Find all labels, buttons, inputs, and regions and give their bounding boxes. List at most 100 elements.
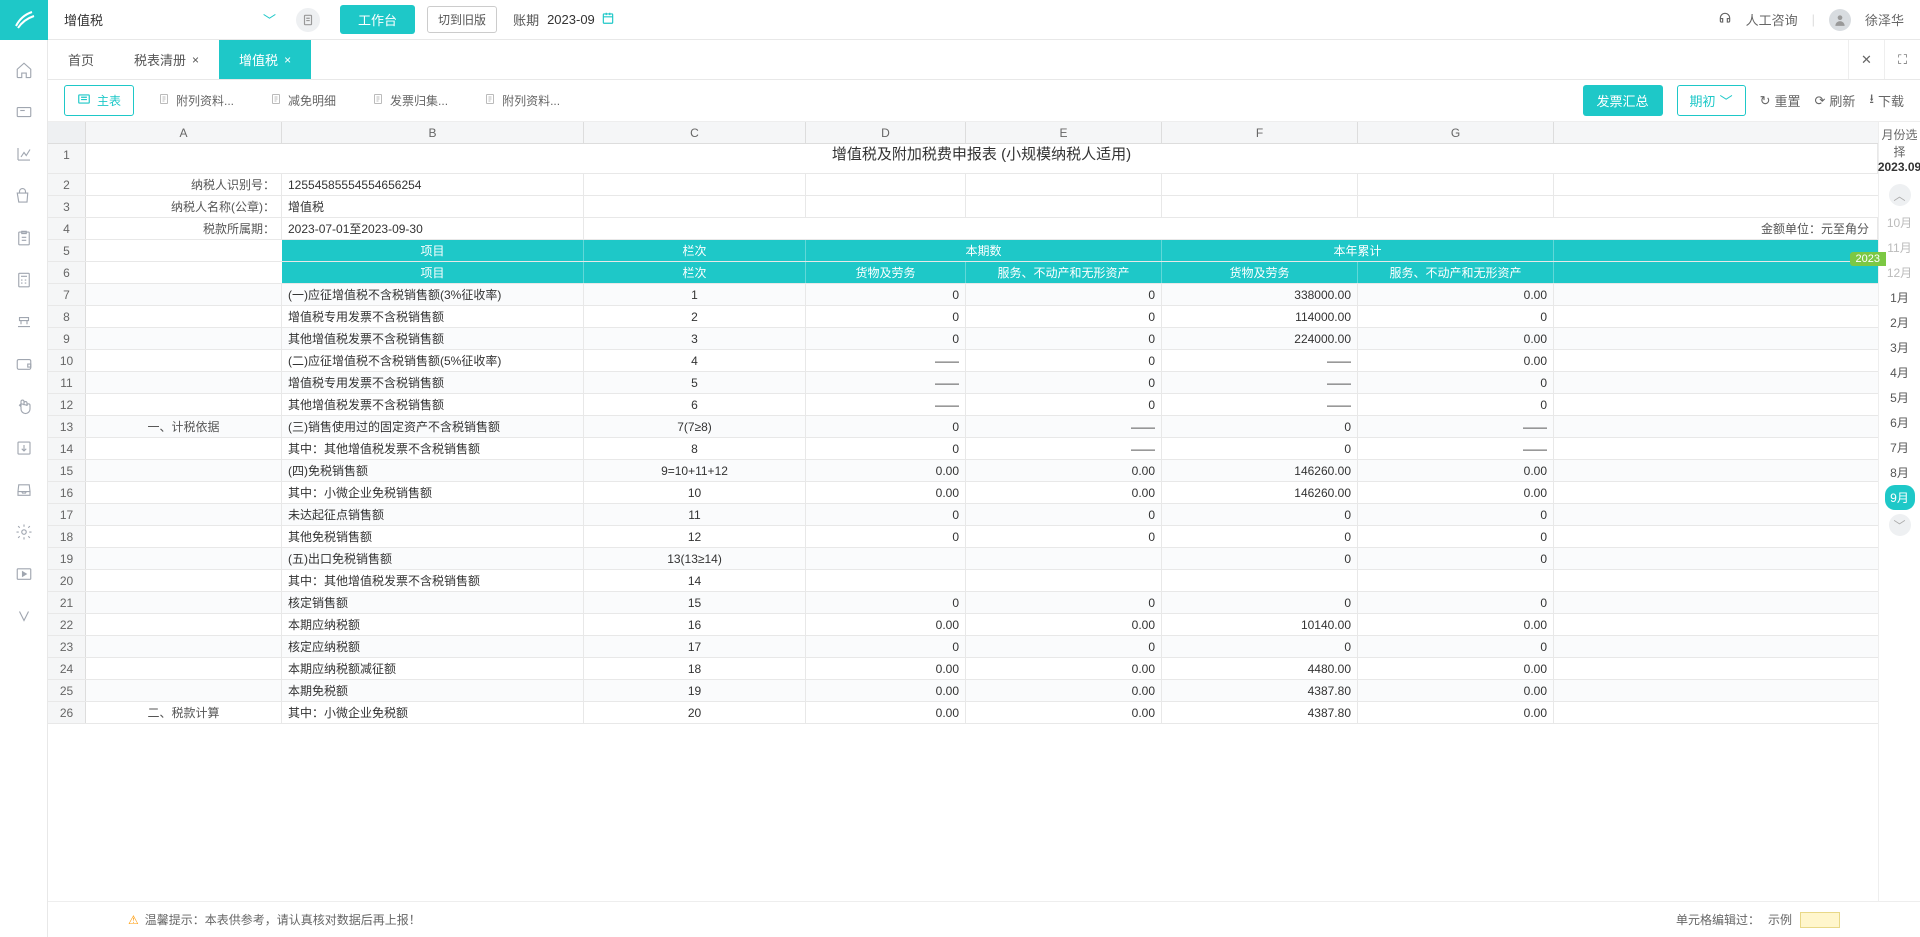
cell[interactable] xyxy=(584,174,806,195)
cell[interactable]: 146260.00 xyxy=(1162,460,1358,481)
cell[interactable]: 0 xyxy=(806,438,966,459)
row-number[interactable]: 20 xyxy=(48,570,86,591)
cell[interactable] xyxy=(966,570,1162,591)
cell[interactable]: 0 xyxy=(1162,438,1358,459)
cell[interactable]: 114000.00 xyxy=(1162,306,1358,327)
cell[interactable]: 未达起征点销售额 xyxy=(282,504,584,525)
clipboard-icon[interactable] xyxy=(14,228,34,248)
row-number[interactable]: 18 xyxy=(48,526,86,547)
cell[interactable]: 13(13≥14) xyxy=(584,548,806,569)
cell[interactable]: 0 xyxy=(806,504,966,525)
cell[interactable]: 6 xyxy=(584,394,806,415)
cell[interactable]: 4387.80 xyxy=(1162,680,1358,701)
cell[interactable]: 0 xyxy=(806,526,966,547)
row-number[interactable]: 1 xyxy=(48,144,86,173)
cell[interactable]: 0 xyxy=(1358,394,1554,415)
cell[interactable]: 0 xyxy=(1358,636,1554,657)
username[interactable]: 徐泽华 xyxy=(1865,10,1904,29)
col-header-b[interactable]: B xyxy=(282,122,584,143)
cell[interactable]: 0 xyxy=(966,328,1162,349)
old-version-button[interactable]: 切到旧版 xyxy=(427,6,497,33)
col-header-a[interactable]: A xyxy=(86,122,282,143)
cell[interactable] xyxy=(86,460,282,481)
row-number[interactable]: 11 xyxy=(48,372,86,393)
tab-首页[interactable]: 首页 xyxy=(48,40,114,79)
subtab-3[interactable]: 发票归集... xyxy=(360,85,460,116)
cell[interactable] xyxy=(86,438,282,459)
row-number[interactable]: 4 xyxy=(48,218,86,239)
cell[interactable]: 0.00 xyxy=(1358,460,1554,481)
doc-circle-icon[interactable] xyxy=(296,8,320,32)
fullscreen-icon[interactable]: ⛶ xyxy=(1884,40,1920,79)
cell[interactable]: (一)应征增值税不含税销售额(3%征收率) xyxy=(282,284,584,305)
home-icon[interactable] xyxy=(14,60,34,80)
subtab-1[interactable]: 附列资料... xyxy=(146,85,246,116)
cell[interactable]: (三)销售使用过的固定资产不含税销售额 xyxy=(282,416,584,437)
cell[interactable]: 0.00 xyxy=(1358,614,1554,635)
cell[interactable]: 0.00 xyxy=(806,680,966,701)
cell[interactable]: —— xyxy=(806,394,966,415)
cell[interactable]: 0 xyxy=(1358,372,1554,393)
cell[interactable]: 增值税 xyxy=(282,196,584,217)
cell[interactable]: 0.00 xyxy=(806,482,966,503)
row-number[interactable]: 8 xyxy=(48,306,86,327)
row-number[interactable]: 3 xyxy=(48,196,86,217)
invoice-summary-button[interactable]: 发票汇总 xyxy=(1583,85,1663,116)
cell[interactable]: 0.00 xyxy=(966,658,1162,679)
cell[interactable] xyxy=(966,174,1162,195)
cell[interactable]: 4387.80 xyxy=(1162,702,1358,723)
cell[interactable]: 0 xyxy=(966,636,1162,657)
cell[interactable]: 0 xyxy=(806,416,966,437)
row-number[interactable]: 14 xyxy=(48,438,86,459)
cell[interactable]: 核定销售额 xyxy=(282,592,584,613)
cell[interactable]: 11 xyxy=(584,504,806,525)
cell[interactable] xyxy=(806,196,966,217)
cell[interactable] xyxy=(1162,196,1358,217)
cell[interactable]: 146260.00 xyxy=(1162,482,1358,503)
row-number[interactable]: 19 xyxy=(48,548,86,569)
close-icon[interactable]: × xyxy=(284,53,291,67)
month-5月[interactable]: 5月 xyxy=(1885,385,1915,410)
cell[interactable]: 其他增值税发票不含税销售额 xyxy=(282,328,584,349)
row-number[interactable]: 2 xyxy=(48,174,86,195)
cell[interactable]: 7(7≥8) xyxy=(584,416,806,437)
cell[interactable]: 其中：其他增值税发票不含税销售额 xyxy=(282,438,584,459)
v-icon[interactable] xyxy=(14,606,34,626)
inbox-icon[interactable] xyxy=(14,480,34,500)
cell[interactable]: 0.00 xyxy=(1358,284,1554,305)
cell[interactable]: 15 xyxy=(584,592,806,613)
cell[interactable]: 0 xyxy=(1358,548,1554,569)
workbench-button[interactable]: 工作台 xyxy=(340,5,415,34)
month-4月[interactable]: 4月 xyxy=(1885,360,1915,385)
month-6月[interactable]: 6月 xyxy=(1885,410,1915,435)
cell[interactable]: 税款所属期： xyxy=(86,218,282,239)
subtab-2[interactable]: 减免明细 xyxy=(258,85,348,116)
cell[interactable]: 0.00 xyxy=(1358,350,1554,371)
cell[interactable]: 12 xyxy=(584,526,806,547)
cell[interactable]: 4480.00 xyxy=(1162,658,1358,679)
cell[interactable]: 12554585554554656254 xyxy=(282,174,584,195)
cell[interactable]: 338000.00 xyxy=(1162,284,1358,305)
tab-增值税[interactable]: 增值税× xyxy=(219,40,311,79)
row-number[interactable]: 26 xyxy=(48,702,86,723)
cell[interactable]: 2023-07-01至2023-09-30 xyxy=(282,218,584,239)
cell[interactable]: 纳税人识别号： xyxy=(86,174,282,195)
row-number[interactable]: 24 xyxy=(48,658,86,679)
cell[interactable]: 一、计税依据 xyxy=(86,416,282,437)
cell[interactable]: 纳税人名称(公章)： xyxy=(86,196,282,217)
row-number[interactable]: 16 xyxy=(48,482,86,503)
cell[interactable]: —— xyxy=(966,416,1162,437)
cell[interactable]: 0 xyxy=(1162,592,1358,613)
cell[interactable] xyxy=(806,548,966,569)
cell[interactable]: 二、税款计算 xyxy=(86,702,282,723)
cell[interactable]: 0.00 xyxy=(1358,482,1554,503)
export-icon[interactable] xyxy=(14,438,34,458)
cell[interactable]: —— xyxy=(806,372,966,393)
row-number[interactable]: 23 xyxy=(48,636,86,657)
cell[interactable]: 0 xyxy=(966,372,1162,393)
cell[interactable] xyxy=(86,394,282,415)
month-8月[interactable]: 8月 xyxy=(1885,460,1915,485)
cell[interactable] xyxy=(86,680,282,701)
cell[interactable] xyxy=(1358,196,1554,217)
cell[interactable]: 0 xyxy=(966,394,1162,415)
